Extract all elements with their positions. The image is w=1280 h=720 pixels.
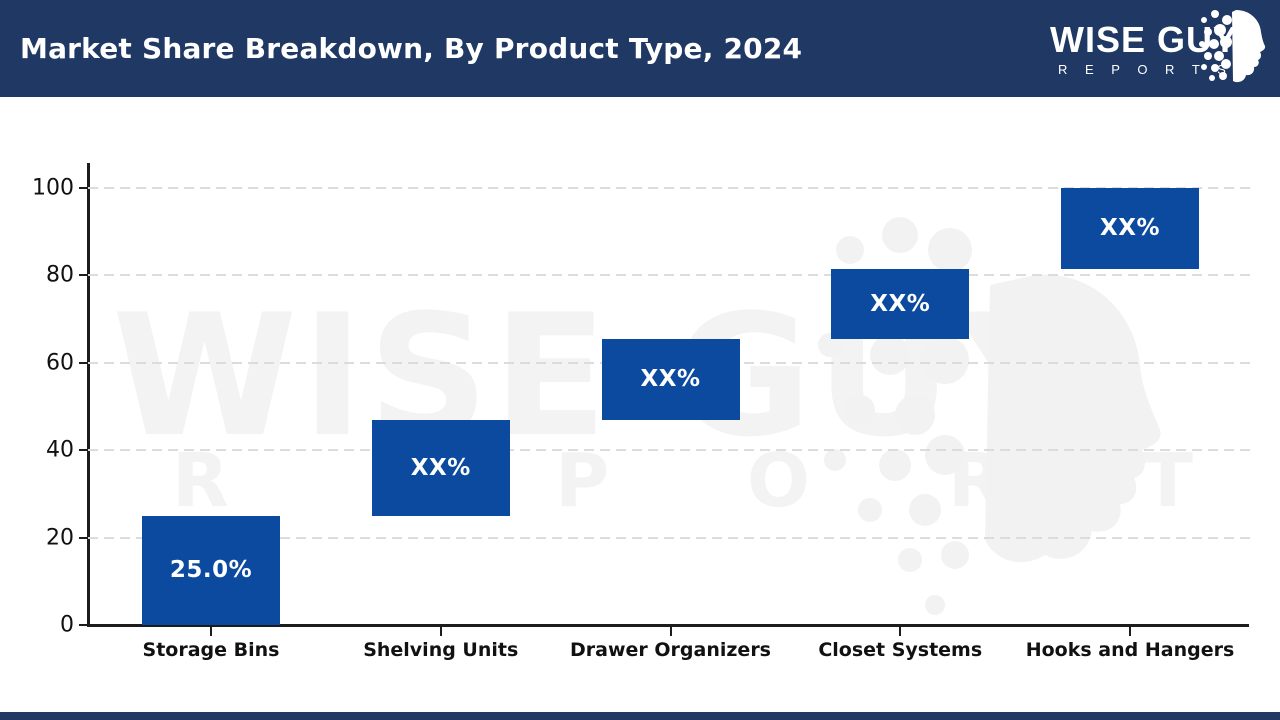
x-axis: [87, 624, 1249, 627]
bar: XX%: [601, 338, 740, 420]
footer-bar: [0, 712, 1280, 720]
grid-line: [88, 536, 1255, 539]
y-tick-mark: [79, 274, 88, 277]
y-tick-mark: [79, 624, 88, 626]
x-tick-mark: [439, 627, 442, 636]
bar-value-label: XX%: [870, 290, 931, 317]
bar: 25.0%: [142, 515, 280, 625]
grid-line: [88, 449, 1255, 452]
y-tick-label: 40: [46, 437, 74, 463]
grid-line: [88, 274, 1255, 277]
x-axis-label: Shelving Units: [363, 639, 519, 661]
logo-subtext: R E P O R T S: [1058, 62, 1233, 77]
y-tick-label: 0: [60, 612, 74, 638]
y-tick-mark: [79, 187, 88, 189]
x-axis-label: Hooks and Hangers: [1025, 639, 1235, 661]
logo-dotted-face-icon: [1199, 10, 1266, 83]
x-tick-mark: [669, 627, 672, 636]
y-tick-mark: [79, 361, 88, 364]
y-axis: [87, 163, 90, 626]
y-tick-label: 20: [46, 525, 74, 551]
x-axis-label: Drawer Organizers: [570, 639, 771, 661]
y-tick-mark: [79, 536, 88, 539]
page-title: Market Share Breakdown, By Product Type,…: [20, 32, 803, 65]
bar-value-label: XX%: [410, 454, 471, 481]
x-axis-label: Closet Systems: [818, 639, 983, 661]
bar-value-label: 25.0%: [169, 557, 253, 584]
y-tick-label: 100: [32, 175, 74, 201]
bar: XX%: [831, 268, 970, 339]
y-tick-mark: [79, 449, 88, 452]
grid-line: [88, 187, 1255, 189]
x-tick-mark: [899, 627, 902, 636]
x-tick-mark: [210, 627, 212, 636]
x-tick-mark: [1129, 627, 1131, 636]
wise-guy-reports-logo: WISE GUY R E P O R T S: [1050, 10, 1266, 83]
x-axis-label: Storage Bins: [142, 639, 280, 661]
bar-value-label: XX%: [1099, 215, 1160, 242]
bar: XX%: [1061, 188, 1199, 269]
bar-value-label: XX%: [640, 366, 701, 393]
y-tick-label: 80: [46, 262, 74, 288]
bar: XX%: [371, 419, 510, 516]
y-tick-label: 60: [46, 350, 74, 376]
header-bar: Market Share Breakdown, By Product Type,…: [0, 0, 1280, 97]
